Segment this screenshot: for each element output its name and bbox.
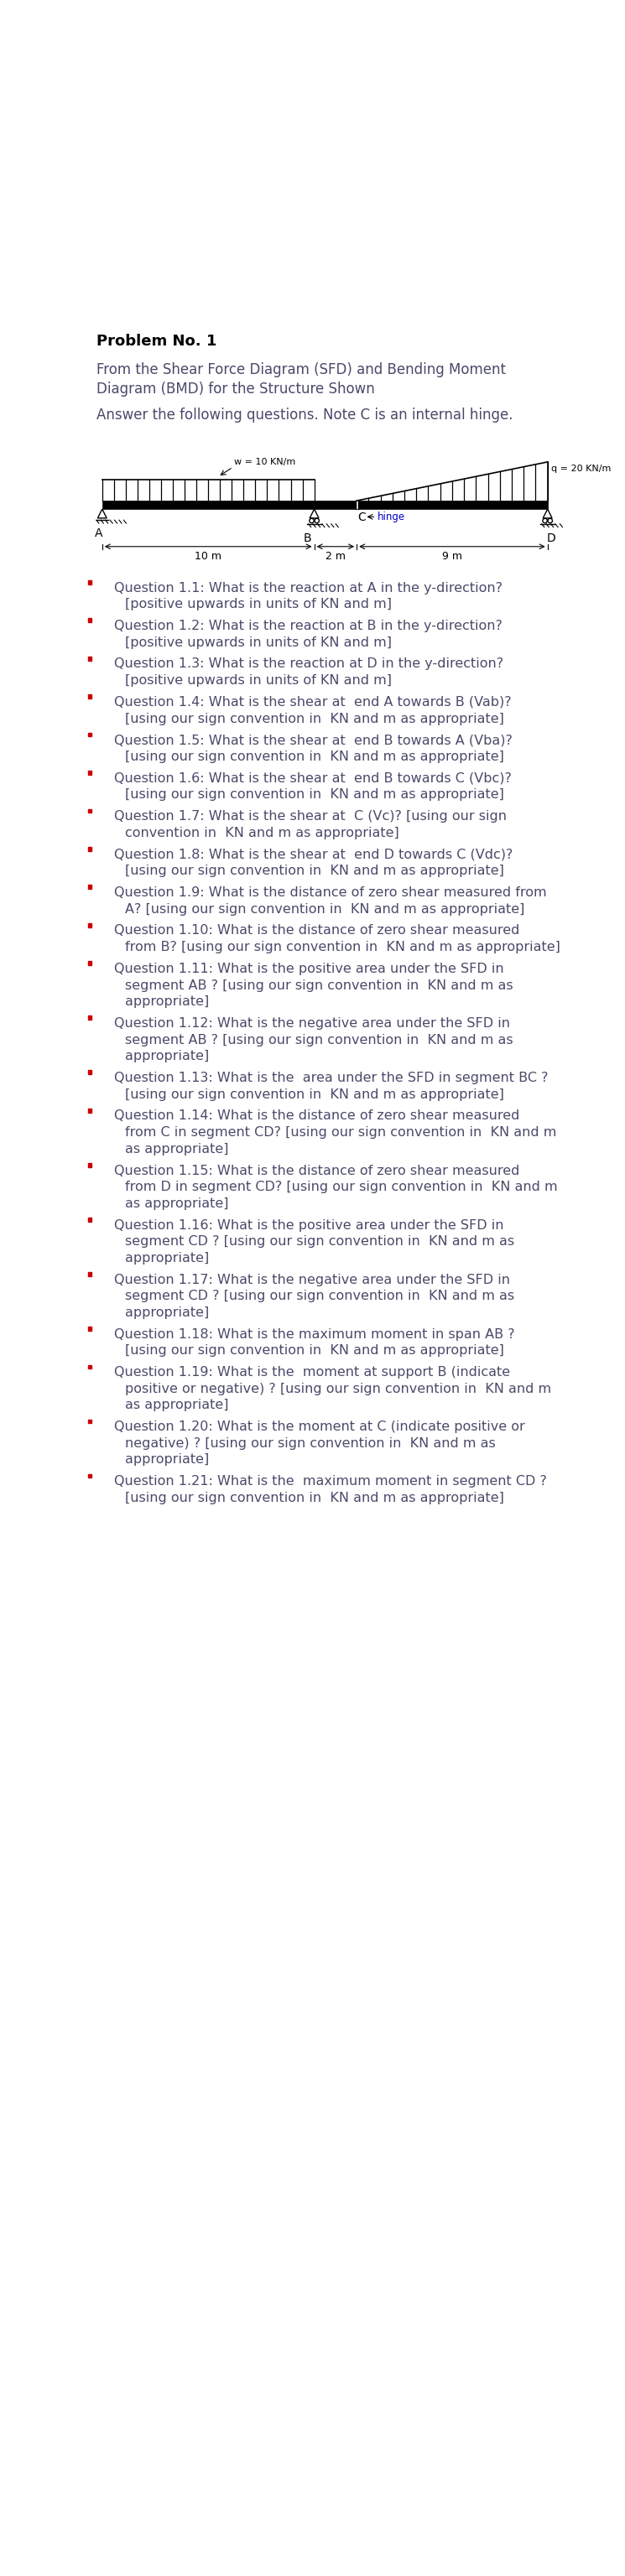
Text: segment AB ? [using our sign convention in  KN and m as: segment AB ? [using our sign convention … xyxy=(125,1033,513,1046)
Text: appropriate]: appropriate] xyxy=(125,994,209,1007)
Text: A: A xyxy=(95,528,103,538)
Circle shape xyxy=(542,518,548,523)
Polygon shape xyxy=(88,848,92,850)
Polygon shape xyxy=(88,657,92,659)
Polygon shape xyxy=(88,770,92,775)
Polygon shape xyxy=(88,1108,92,1113)
Text: Question 1.16: What is the positive area under the SFD in: Question 1.16: What is the positive area… xyxy=(114,1218,504,1231)
Text: from B? [using our sign convention in  KN and m as appropriate]: from B? [using our sign convention in KN… xyxy=(125,940,560,953)
Text: [using our sign convention in  KN and m as appropriate]: [using our sign convention in KN and m a… xyxy=(125,1087,504,1100)
Polygon shape xyxy=(310,510,319,518)
Text: [using our sign convention in  KN and m as appropriate]: [using our sign convention in KN and m a… xyxy=(125,714,504,724)
Polygon shape xyxy=(88,1273,92,1275)
Text: 9 m: 9 m xyxy=(442,551,462,562)
Polygon shape xyxy=(88,1072,92,1074)
Polygon shape xyxy=(88,1015,92,1020)
Text: D: D xyxy=(546,533,555,544)
Text: Question 1.14: What is the distance of zero shear measured: Question 1.14: What is the distance of z… xyxy=(114,1110,519,1123)
Text: Question 1.20: What is the moment at C (indicate positive or: Question 1.20: What is the moment at C (… xyxy=(114,1419,525,1432)
Text: Answer the following questions. Note C is an internal hinge.: Answer the following questions. Note C i… xyxy=(96,407,513,422)
Polygon shape xyxy=(88,696,92,698)
Text: [using our sign convention in  KN and m as appropriate]: [using our sign convention in KN and m a… xyxy=(125,866,504,878)
Text: Question 1.2: What is the reaction at B in the y-direction?: Question 1.2: What is the reaction at B … xyxy=(114,621,503,631)
Text: negative) ? [using our sign convention in  KN and m as: negative) ? [using our sign convention i… xyxy=(125,1437,496,1450)
Text: 2 m: 2 m xyxy=(326,551,346,562)
Text: B: B xyxy=(304,533,312,544)
Polygon shape xyxy=(88,809,92,814)
Polygon shape xyxy=(88,1419,92,1422)
Polygon shape xyxy=(88,1365,92,1368)
Text: From the Shear Force Diagram (SFD) and Bending Moment: From the Shear Force Diagram (SFD) and B… xyxy=(96,363,506,376)
Text: Question 1.19: What is the  moment at support B (indicate: Question 1.19: What is the moment at sup… xyxy=(114,1365,510,1378)
Text: positive or negative) ? [using our sign convention in  KN and m: positive or negative) ? [using our sign … xyxy=(125,1383,551,1396)
Text: [using our sign convention in  KN and m as appropriate]: [using our sign convention in KN and m a… xyxy=(125,788,504,801)
Text: Question 1.18: What is the maximum moment in span AB ?: Question 1.18: What is the maximum momen… xyxy=(114,1329,514,1340)
Text: Question 1.10: What is the distance of zero shear measured: Question 1.10: What is the distance of z… xyxy=(114,925,519,938)
Text: Question 1.8: What is the shear at  end D towards C (Vdc)?: Question 1.8: What is the shear at end D… xyxy=(114,848,512,860)
Polygon shape xyxy=(88,580,92,585)
Text: Question 1.5: What is the shear at  end B towards A (Vba)?: Question 1.5: What is the shear at end B… xyxy=(114,734,512,747)
Text: [positive upwards in units of KN and m]: [positive upwards in units of KN and m] xyxy=(125,598,392,611)
Text: convention in  KN and m as appropriate]: convention in KN and m as appropriate] xyxy=(125,827,399,840)
Polygon shape xyxy=(88,732,92,737)
Polygon shape xyxy=(356,500,358,510)
Polygon shape xyxy=(88,886,92,889)
Text: w = 10 KN/m: w = 10 KN/m xyxy=(234,459,296,466)
Polygon shape xyxy=(98,510,107,518)
Text: appropriate]: appropriate] xyxy=(125,1051,209,1064)
Text: [using our sign convention in  KN and m as appropriate]: [using our sign convention in KN and m a… xyxy=(125,1345,504,1358)
Text: [positive upwards in units of KN and m]: [positive upwards in units of KN and m] xyxy=(125,636,392,649)
Polygon shape xyxy=(88,922,92,927)
Text: segment AB ? [using our sign convention in  KN and m as: segment AB ? [using our sign convention … xyxy=(125,979,513,992)
Text: appropriate]: appropriate] xyxy=(125,1306,209,1319)
Text: q = 20 KN/m: q = 20 KN/m xyxy=(551,464,611,474)
Circle shape xyxy=(309,518,314,523)
Text: A? [using our sign convention in  KN and m as appropriate]: A? [using our sign convention in KN and … xyxy=(125,902,524,914)
Text: Problem No. 1: Problem No. 1 xyxy=(96,335,217,348)
Text: [using our sign convention in  KN and m as appropriate]: [using our sign convention in KN and m a… xyxy=(125,1492,504,1504)
Text: Question 1.13: What is the  area under the SFD in segment BC ?: Question 1.13: What is the area under th… xyxy=(114,1072,548,1084)
Text: Question 1.9: What is the distance of zero shear measured from: Question 1.9: What is the distance of ze… xyxy=(114,886,546,899)
Text: from D in segment CD? [using our sign convention in  KN and m: from D in segment CD? [using our sign co… xyxy=(125,1180,558,1193)
Text: Question 1.3: What is the reaction at D in the y-direction?: Question 1.3: What is the reaction at D … xyxy=(114,657,503,670)
Text: [positive upwards in units of KN and m]: [positive upwards in units of KN and m] xyxy=(125,675,392,688)
Text: appropriate]: appropriate] xyxy=(125,1453,209,1466)
Text: Question 1.11: What is the positive area under the SFD in: Question 1.11: What is the positive area… xyxy=(114,963,504,976)
Text: C: C xyxy=(358,513,366,523)
Circle shape xyxy=(314,518,319,523)
Polygon shape xyxy=(88,1327,92,1332)
Polygon shape xyxy=(88,1218,92,1221)
Text: Question 1.17: What is the negative area under the SFD in: Question 1.17: What is the negative area… xyxy=(114,1273,510,1285)
Text: hinge: hinge xyxy=(378,513,405,523)
Text: 10 m: 10 m xyxy=(195,551,222,562)
Text: Question 1.4: What is the shear at  end A towards B (Vab)?: Question 1.4: What is the shear at end A… xyxy=(114,696,511,708)
Polygon shape xyxy=(88,1473,92,1479)
Text: Question 1.12: What is the negative area under the SFD in: Question 1.12: What is the negative area… xyxy=(114,1018,510,1030)
Polygon shape xyxy=(543,510,552,518)
Polygon shape xyxy=(88,618,92,623)
Text: as appropriate]: as appropriate] xyxy=(125,1198,229,1211)
Text: appropriate]: appropriate] xyxy=(125,1252,209,1265)
Polygon shape xyxy=(88,1162,92,1167)
Text: Question 1.15: What is the distance of zero shear measured: Question 1.15: What is the distance of z… xyxy=(114,1164,519,1177)
Text: segment CD ? [using our sign convention in  KN and m as: segment CD ? [using our sign convention … xyxy=(125,1236,514,1247)
Text: segment CD ? [using our sign convention in  KN and m as: segment CD ? [using our sign convention … xyxy=(125,1291,514,1303)
Text: Diagram (BMD) for the Structure Shown: Diagram (BMD) for the Structure Shown xyxy=(96,381,374,397)
Text: Question 1.6: What is the shear at  end B towards C (Vbc)?: Question 1.6: What is the shear at end B… xyxy=(114,773,511,786)
Text: [using our sign convention in  KN and m as appropriate]: [using our sign convention in KN and m a… xyxy=(125,750,504,762)
Polygon shape xyxy=(102,500,547,510)
Text: from C in segment CD? [using our sign convention in  KN and m: from C in segment CD? [using our sign co… xyxy=(125,1126,556,1139)
Text: Question 1.7: What is the shear at  C (Vc)? [using our sign: Question 1.7: What is the shear at C (Vc… xyxy=(114,811,506,822)
Text: Question 1.21: What is the  maximum moment in segment CD ?: Question 1.21: What is the maximum momen… xyxy=(114,1476,547,1489)
Text: as appropriate]: as appropriate] xyxy=(125,1399,229,1412)
Polygon shape xyxy=(88,961,92,966)
Circle shape xyxy=(548,518,552,523)
Text: Question 1.1: What is the reaction at A in the y-direction?: Question 1.1: What is the reaction at A … xyxy=(114,582,503,595)
Text: as appropriate]: as appropriate] xyxy=(125,1144,229,1154)
